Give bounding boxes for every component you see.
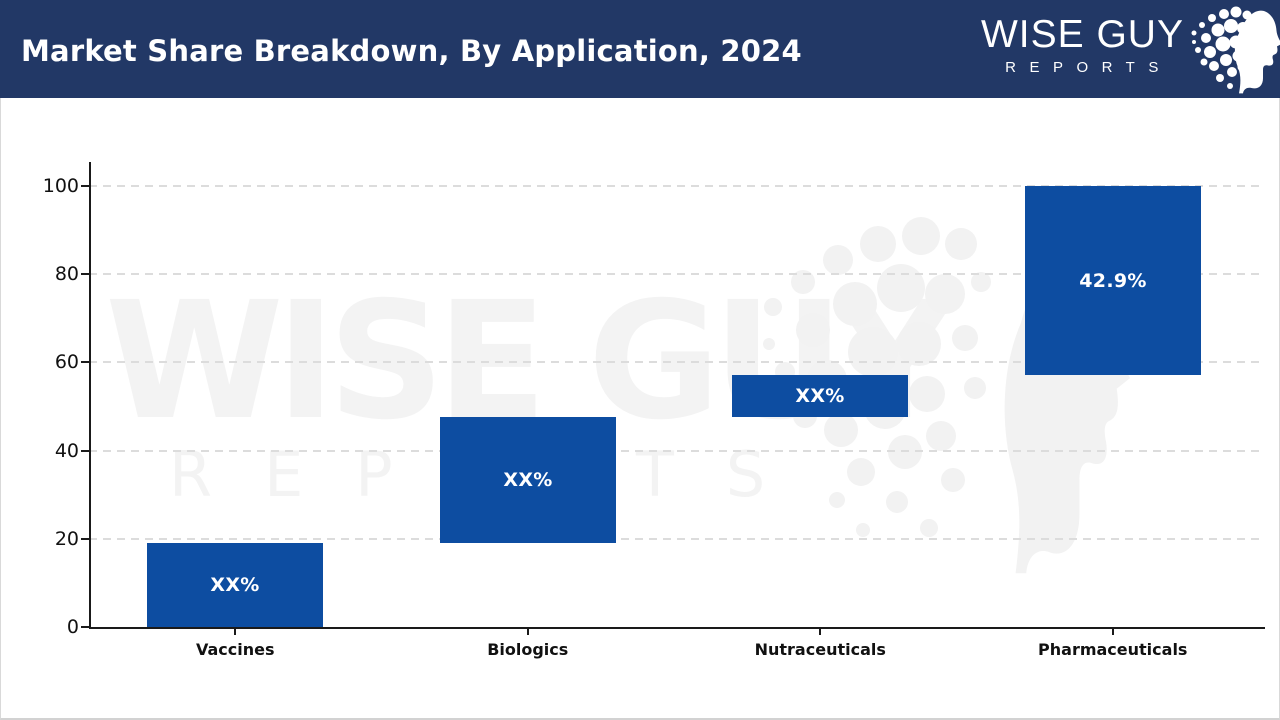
- gridline-40: [89, 449, 1265, 452]
- logo-reports-label: REPORTS: [1005, 59, 1172, 76]
- bar-value-label: 42.9%: [1079, 269, 1147, 292]
- bar-biologics: XX%: [440, 417, 616, 544]
- bar-value-label: XX%: [210, 574, 260, 597]
- page-title: Market Share Breakdown, By Application, …: [21, 34, 802, 68]
- x-axis: [89, 627, 1265, 629]
- category-label-biologics: Biologics: [487, 640, 569, 659]
- logo-text: WISE GUY REPORTS: [981, 13, 1184, 78]
- y-tick-80: [81, 273, 89, 276]
- y-tick-60: [81, 361, 89, 364]
- y-tick-0: [81, 626, 89, 628]
- y-tick-label-100: 100: [42, 175, 79, 197]
- bar-value-label: XX%: [503, 469, 553, 492]
- plot-area: 0 20 40 60 80 100 XX% Vaccines XX% Biologics XX% Nu…: [1, 98, 1280, 718]
- y-axis: [89, 162, 91, 627]
- y-tick-label-80: 80: [54, 263, 79, 286]
- gridline-60: [89, 361, 1265, 364]
- bar-nutraceuticals: XX%: [732, 375, 908, 418]
- y-tick-label-60: 60: [54, 351, 79, 374]
- bar-vaccines: XX%: [147, 543, 323, 627]
- x-tick-biologics: [526, 627, 529, 635]
- category-label-nutraceuticals: Nutraceuticals: [754, 640, 886, 659]
- gridline-20: [89, 537, 1265, 540]
- y-tick-40: [81, 449, 89, 452]
- bar-pharmaceuticals: 42.9%: [1025, 186, 1201, 376]
- y-tick-label-20: 20: [54, 527, 79, 550]
- wise-guy-logo: WISE GUY REPORTS: [972, 0, 1280, 98]
- logo-head-icon: [1191, 6, 1280, 94]
- x-tick-vaccines: [234, 627, 237, 635]
- gridline-80: [89, 273, 1265, 276]
- category-label-pharmaceuticals: Pharmaceuticals: [1038, 640, 1188, 659]
- category-label-vaccines: Vaccines: [195, 640, 275, 659]
- bar-value-label: XX%: [795, 385, 845, 408]
- y-tick-20: [81, 537, 89, 540]
- y-tick-label-40: 40: [54, 439, 79, 462]
- y-tick-label-0: 0: [66, 616, 79, 638]
- x-tick-nutraceuticals: [819, 627, 822, 635]
- gridline-100: [89, 185, 1265, 187]
- header-bar: Market Share Breakdown, By Application, …: [0, 0, 1280, 98]
- y-tick-100: [81, 185, 89, 187]
- logo-wise-guy-label: WISE GUY: [980, 13, 1184, 56]
- x-tick-pharmaceuticals: [1111, 627, 1114, 635]
